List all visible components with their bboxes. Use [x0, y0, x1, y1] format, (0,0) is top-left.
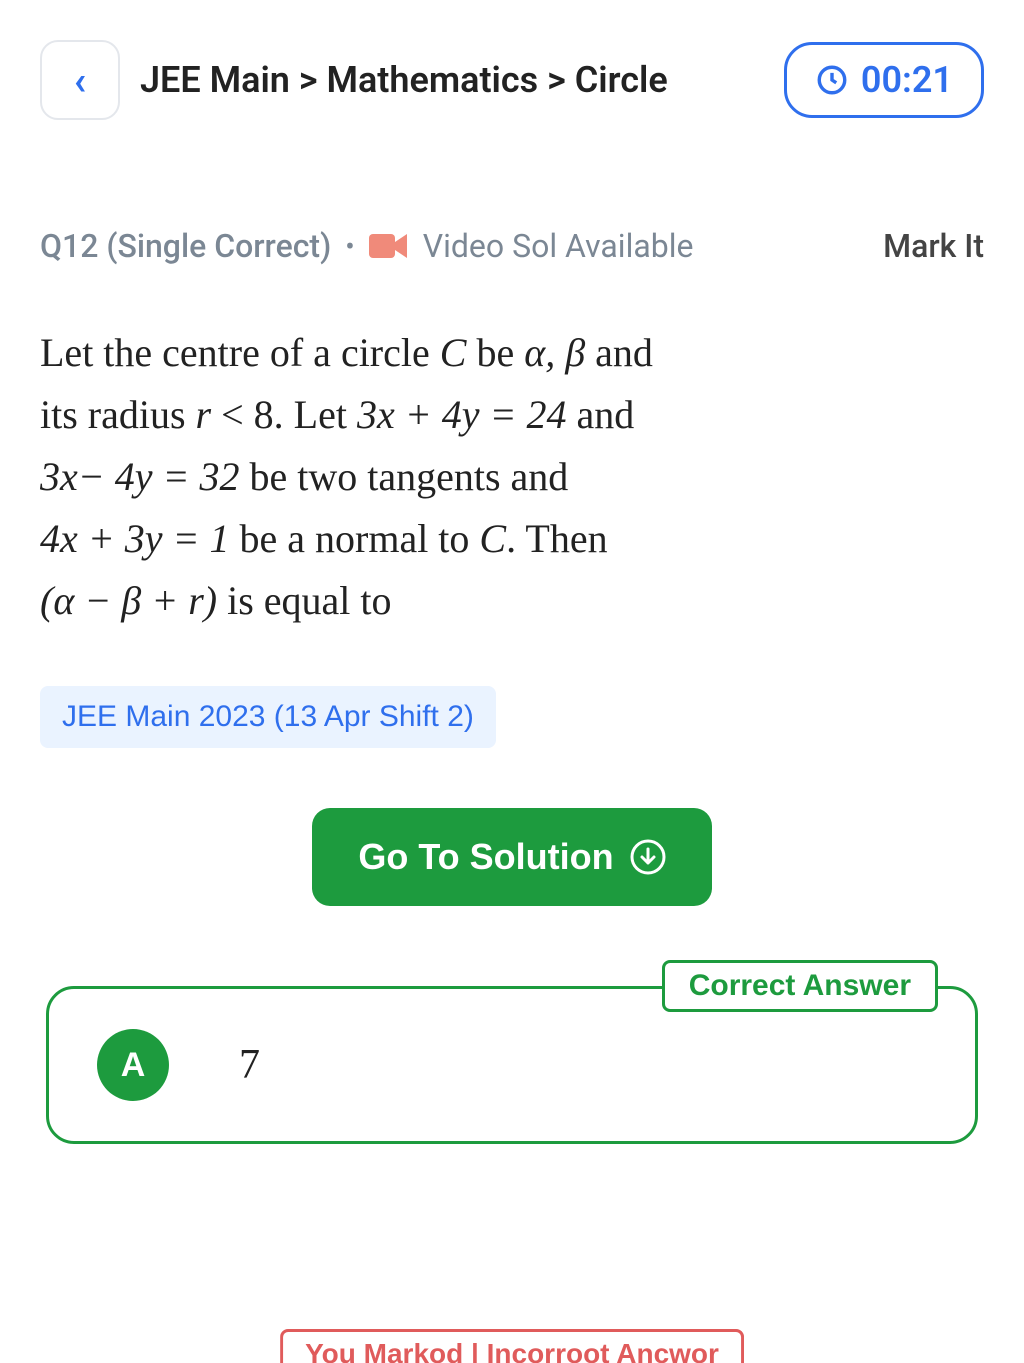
clock-icon — [815, 63, 849, 97]
question-line2c: and — [566, 392, 634, 437]
bookmark-button[interactable] — [817, 220, 869, 272]
timer-value: 00:21 — [861, 59, 953, 101]
question-line2b: < 8. Let — [211, 392, 357, 437]
question-id: Q12 (Single Correct) — [40, 227, 331, 265]
question-line4b: . Then — [506, 516, 607, 561]
var-c: C — [440, 330, 467, 375]
option-letter-badge: A — [97, 1029, 169, 1101]
incorrect-answer-tab: You Markod | Incorroot Ancwor — [280, 1329, 744, 1363]
eq3: 4x + 3y = 1 — [40, 516, 230, 561]
video-icon — [369, 232, 409, 260]
question-line4a: be a normal to — [230, 516, 480, 561]
question-line5b: is equal to — [217, 578, 391, 623]
question-meta: Q12 (Single Correct) • Video Sol Availab… — [40, 220, 984, 272]
question-line1b: be — [466, 330, 524, 375]
arrow-down-circle-icon — [630, 839, 666, 875]
eq1: 3x + 4y = 24 — [357, 392, 567, 437]
separator-dot: • — [345, 230, 354, 263]
solution-button-label: Go To Solution — [358, 836, 613, 878]
mark-it-label: Mark It — [883, 227, 984, 265]
question-line3a: be two tangents and — [240, 454, 569, 499]
answer-section: Correct Answer A 7 — [46, 986, 978, 1144]
correct-answer-tab: Correct Answer — [662, 960, 938, 1012]
header: ‹ JEE Main > Mathematics > Circle 00:21 — [40, 40, 984, 120]
var-alpha: α, — [524, 330, 555, 375]
question-line1c: and — [585, 330, 653, 375]
question-text: Let the centre of a circle C be α, β and… — [40, 322, 984, 632]
exam-tag-chip[interactable]: JEE Main 2023 (13 Apr Shift 2) — [40, 686, 496, 748]
bookmark-icon — [829, 229, 857, 263]
go-to-solution-button[interactable]: Go To Solution — [312, 808, 711, 906]
eq2: 3x− 4y = 32 — [40, 454, 240, 499]
option-value: 7 — [239, 1041, 260, 1089]
chevron-left-icon: ‹ — [74, 57, 86, 104]
timer-pill: 00:21 — [784, 42, 984, 118]
back-button[interactable]: ‹ — [40, 40, 120, 120]
video-label: Video Sol Available — [423, 227, 694, 265]
solution-button-wrap: Go To Solution — [40, 808, 984, 906]
var-c2: C — [479, 516, 506, 561]
question-line1a: Let the centre of a circle — [40, 330, 440, 375]
expr-final: (α − β + r) — [40, 578, 217, 623]
breadcrumb[interactable]: JEE Main > Mathematics > Circle — [140, 59, 764, 101]
var-beta: β — [565, 330, 585, 375]
question-line2a: its radius — [40, 392, 196, 437]
var-r: r — [196, 392, 212, 437]
